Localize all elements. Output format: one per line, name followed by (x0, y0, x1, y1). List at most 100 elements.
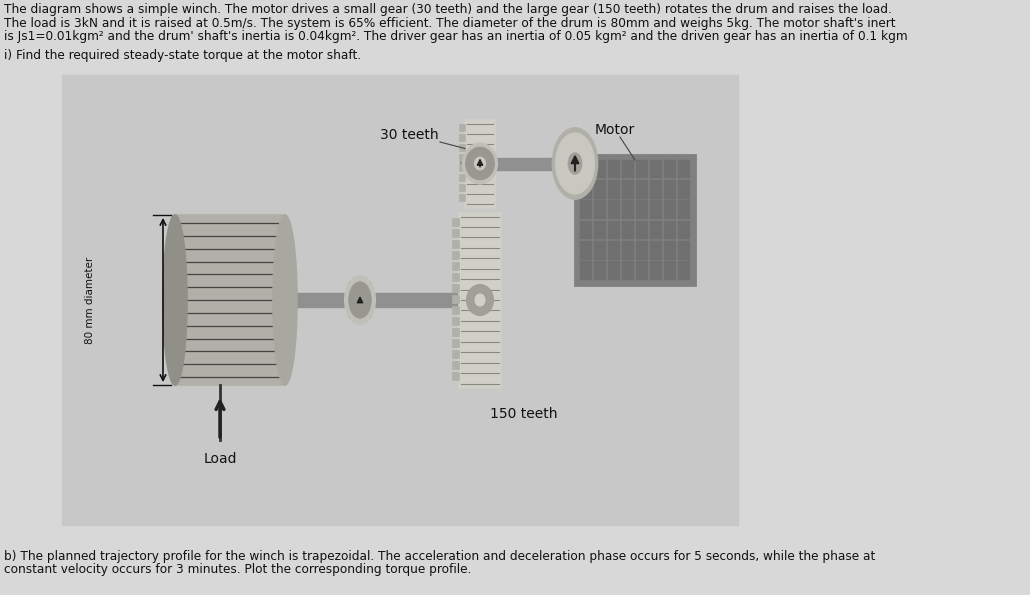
Bar (580, 159, 592, 178)
Ellipse shape (466, 148, 494, 180)
Bar (62, 75, 739, 525)
Bar (621, 180, 634, 199)
Ellipse shape (475, 294, 485, 306)
Bar (580, 200, 592, 219)
Bar (608, 241, 620, 259)
Bar (459, 133, 465, 140)
Bar (621, 261, 634, 280)
Bar (452, 305, 459, 314)
Text: The diagram shows a simple winch. The motor drives a small gear (30 teeth) and t: The diagram shows a simple winch. The mo… (4, 3, 892, 16)
Bar (636, 200, 648, 219)
Ellipse shape (349, 282, 371, 318)
Bar (650, 159, 662, 178)
Bar (452, 240, 459, 248)
Bar (452, 228, 459, 236)
Text: 150 teeth: 150 teeth (490, 408, 557, 421)
Bar (636, 221, 648, 239)
Bar (459, 174, 465, 180)
Text: 80 mm diameter: 80 mm diameter (85, 256, 95, 344)
Bar (459, 212, 501, 387)
Bar (650, 180, 662, 199)
Bar (608, 180, 620, 199)
Bar (175, 215, 285, 385)
Bar (663, 261, 676, 280)
Bar (580, 221, 592, 239)
Bar (459, 143, 465, 151)
Bar (459, 183, 465, 190)
Bar (636, 159, 648, 178)
Ellipse shape (553, 129, 597, 199)
Bar (621, 200, 634, 219)
Bar (650, 221, 662, 239)
Ellipse shape (273, 215, 297, 385)
Bar (452, 283, 459, 292)
Text: i) Find the required steady-state torque at the motor shaft.: i) Find the required steady-state torque… (4, 49, 360, 61)
Bar (678, 159, 690, 178)
Bar (280, 293, 464, 307)
Ellipse shape (464, 143, 497, 183)
Bar (678, 241, 690, 259)
Bar (459, 124, 465, 130)
Bar (452, 250, 459, 258)
Bar (593, 159, 606, 178)
Bar (580, 261, 592, 280)
Ellipse shape (569, 153, 582, 174)
Bar (636, 180, 648, 199)
Bar (593, 200, 606, 219)
Bar (636, 241, 648, 259)
Bar (452, 295, 459, 302)
Bar (452, 218, 459, 226)
Bar (593, 261, 606, 280)
Bar (608, 221, 620, 239)
Bar (575, 155, 695, 285)
Bar (593, 241, 606, 259)
Bar (460, 158, 580, 170)
Ellipse shape (345, 276, 375, 324)
Text: is Js1=0.01kgm² and the drum' shaft's inertia is 0.04kgm². The driver gear has a: is Js1=0.01kgm² and the drum' shaft's in… (4, 30, 907, 43)
Bar (593, 180, 606, 199)
Bar (650, 200, 662, 219)
Bar (650, 261, 662, 280)
Bar (608, 159, 620, 178)
Text: b) The planned trajectory profile for the winch is trapezoidal. The acceleration: b) The planned trajectory profile for th… (4, 550, 876, 563)
Bar (459, 193, 465, 201)
Bar (452, 327, 459, 336)
Bar (580, 241, 592, 259)
Text: The load is 3kN and it is raised at 0.5m/s. The system is 65% efficient. The dia: The load is 3kN and it is raised at 0.5m… (4, 17, 895, 30)
Bar (452, 261, 459, 270)
Bar (608, 261, 620, 280)
Ellipse shape (467, 285, 493, 315)
Bar (459, 154, 465, 161)
Ellipse shape (556, 133, 594, 193)
Bar (678, 200, 690, 219)
Bar (621, 159, 634, 178)
Bar (593, 221, 606, 239)
Bar (678, 180, 690, 199)
Bar (621, 241, 634, 259)
Text: constant velocity occurs for 3 minutes. Plot the corresponding torque profile.: constant velocity occurs for 3 minutes. … (4, 563, 472, 577)
Bar (650, 241, 662, 259)
Bar (663, 221, 676, 239)
Bar (452, 361, 459, 368)
Bar (663, 159, 676, 178)
Bar (580, 180, 592, 199)
Bar (452, 273, 459, 280)
Bar (663, 180, 676, 199)
Bar (663, 200, 676, 219)
Bar (608, 200, 620, 219)
Bar (663, 241, 676, 259)
Text: 30 teeth: 30 teeth (380, 128, 439, 142)
Bar (465, 120, 495, 208)
Ellipse shape (163, 215, 187, 385)
Bar (452, 349, 459, 358)
Bar (636, 261, 648, 280)
Ellipse shape (475, 157, 485, 170)
Bar (452, 339, 459, 346)
Bar (678, 261, 690, 280)
Bar (452, 371, 459, 380)
Bar (621, 221, 634, 239)
Text: Load: Load (203, 452, 237, 466)
Text: Motor: Motor (595, 123, 636, 137)
Bar (459, 164, 465, 171)
Bar (452, 317, 459, 324)
